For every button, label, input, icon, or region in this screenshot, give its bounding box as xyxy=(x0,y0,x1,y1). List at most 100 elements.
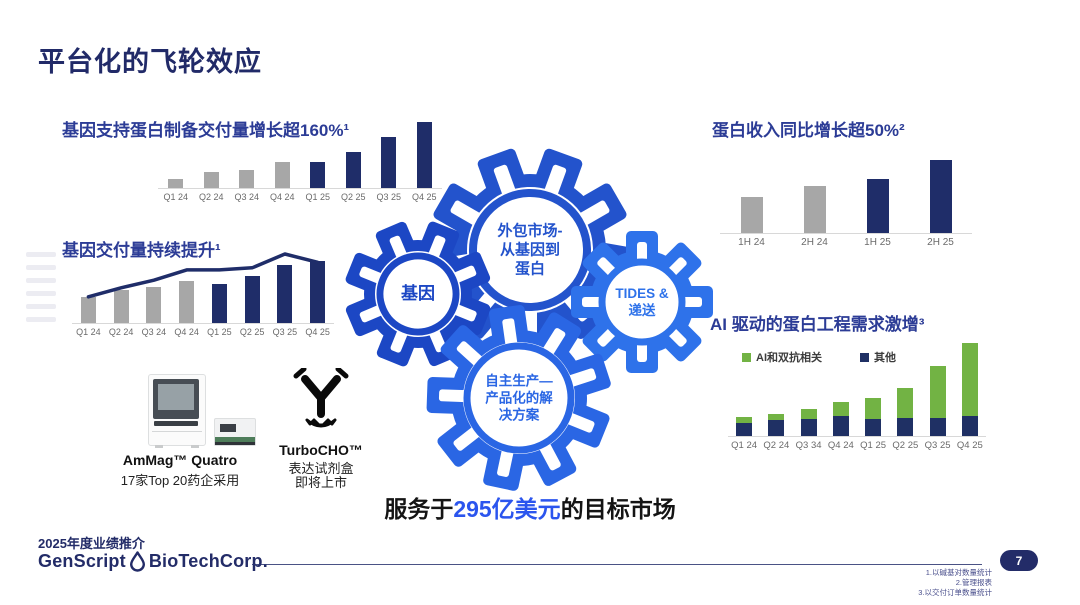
x-tick-label: Q4 24 xyxy=(174,327,199,337)
controller-unit xyxy=(214,418,256,446)
bar xyxy=(211,283,227,323)
gear-label-line: TIDES & xyxy=(615,286,669,301)
product-name: AmMag™ Quatro xyxy=(122,452,238,468)
gear-label-line: 自主生产— xyxy=(485,373,553,389)
x-tick-label: Q3 25 xyxy=(376,192,402,202)
faint-y-tick xyxy=(26,265,56,270)
product-adoption: 17家Top 20药企采用 xyxy=(120,473,240,488)
gear-label-line: 从基因到 xyxy=(499,241,560,259)
stacked-bar xyxy=(800,409,817,436)
x-tick-label: Q2 24 xyxy=(108,327,134,337)
logo-text-biotechcorp: BioTechCorp. xyxy=(148,551,268,571)
bar-segment xyxy=(865,419,882,436)
bar xyxy=(80,296,96,323)
stacked-bar-plot: Q1 24 Q2 24 Q3 34 Q4 24 Q1 25 Q2 25 Q3 25 Q4 25 xyxy=(728,343,986,451)
bar-column xyxy=(203,283,236,323)
x-tick-label: Q1 25 xyxy=(860,440,887,451)
bar-column xyxy=(72,296,105,323)
stacked-bar xyxy=(897,387,914,436)
bar xyxy=(203,172,219,188)
x-tick-label: Q2 25 xyxy=(892,440,919,451)
genscript-logo: GenScript BioTechCorp. xyxy=(38,551,268,572)
bar-column xyxy=(170,280,203,323)
bar-segment xyxy=(736,417,753,423)
footer-divider-line xyxy=(252,564,982,565)
x-tick-label: Q1 25 xyxy=(207,327,232,337)
gear-label-line: 产品化的解 xyxy=(485,390,553,406)
bar-column xyxy=(793,409,825,436)
bar-column xyxy=(846,178,909,233)
faint-y-tick xyxy=(26,304,56,309)
gear-label-line: 基因 xyxy=(401,284,435,303)
bar-column xyxy=(300,161,336,188)
bar-column xyxy=(783,186,846,233)
product-desc-line1: 表达试剂盒 xyxy=(288,461,354,476)
gear-tides-delivery xyxy=(571,231,713,373)
footnote-3: 3.以交付订单数量统计 xyxy=(918,588,992,597)
target-market-headline: 服务于295亿美元的目标市场 xyxy=(330,490,730,524)
bar-segment xyxy=(865,397,882,420)
page-number-badge: 7 xyxy=(1000,550,1038,571)
bar-column xyxy=(236,275,269,323)
bar-segment xyxy=(961,343,978,416)
bar xyxy=(381,136,397,188)
bar-column xyxy=(194,172,230,188)
bar-segment xyxy=(736,422,753,436)
chart-title: 蛋白收入同比增长超50%² xyxy=(712,121,905,141)
bar xyxy=(239,169,255,188)
x-tick-label: Q2 25 xyxy=(239,327,265,337)
gear-label-line: 外包市场- xyxy=(497,222,563,240)
gear-label-line: 决方案 xyxy=(498,407,540,423)
droplet-logo-icon xyxy=(129,551,145,572)
x-tick-label: Q4 25 xyxy=(305,327,330,337)
bar-column xyxy=(336,151,372,188)
x-tick-label: Q1 25 xyxy=(305,192,331,202)
legend-label: AI和双抗相关 xyxy=(756,352,822,364)
footnote-1: 1.以碱基对数量统计 xyxy=(925,568,992,577)
headline-highlight: 295亿美元 xyxy=(453,496,561,522)
instrument-body xyxy=(148,374,206,448)
x-tick-label: Q4 25 xyxy=(411,192,437,202)
bar xyxy=(740,197,763,233)
legend-swatch-green xyxy=(742,352,751,362)
x-tick-label: 2H 25 xyxy=(927,237,954,248)
bar-column xyxy=(407,122,443,188)
stacked-bar xyxy=(865,397,882,436)
bar xyxy=(803,186,826,233)
faint-y-tick xyxy=(26,278,56,283)
bar-column xyxy=(857,397,889,436)
bar-segment xyxy=(800,419,817,436)
faint-y-tick xyxy=(26,252,56,257)
headline-prefix: 服务于 xyxy=(384,496,454,522)
x-tick-label: Q2 25 xyxy=(340,192,366,202)
trend-line xyxy=(86,252,320,299)
bar xyxy=(310,261,326,323)
gear-label-outsourcing-market: 外包市场- 从基因到 蛋白 xyxy=(498,222,563,279)
bar-column xyxy=(105,290,138,323)
bar-segment xyxy=(832,401,849,416)
flywheel-gears-diagram xyxy=(345,148,713,491)
bar xyxy=(274,161,290,188)
gear-inhouse-productized xyxy=(426,305,611,491)
gear-label-line: 递送 xyxy=(628,303,656,318)
gear-label-inhouse-productized: 自主生产— 产品化的解 决方案 xyxy=(485,373,553,424)
bar xyxy=(244,275,260,323)
ammag-device-image xyxy=(148,374,258,452)
bar-plot: Q1 24 Q2 24 Q3 24 Q4 24 Q1 25 Q2 25 Q3 25 Q4 25 xyxy=(158,122,442,202)
legend-label: 其他 xyxy=(874,352,896,364)
x-tick-label: Q1 24 xyxy=(76,327,101,337)
bar-segment xyxy=(768,420,785,436)
bar-column xyxy=(371,136,407,188)
slide-title: 平台化的飞轮效应 xyxy=(38,47,262,78)
bar-segment xyxy=(929,418,946,436)
stacked-bar xyxy=(961,343,978,436)
bar-column xyxy=(158,179,194,188)
gear-label-gene: 基因 xyxy=(401,284,435,304)
bar xyxy=(866,178,889,233)
x-tick-label: Q2 24 xyxy=(763,440,790,451)
bar xyxy=(929,160,952,233)
legend-item-ai: AI和双抗相关 xyxy=(742,349,822,365)
stacked-bar xyxy=(929,366,946,436)
bar-segment xyxy=(929,366,946,419)
bar-column xyxy=(720,197,783,233)
